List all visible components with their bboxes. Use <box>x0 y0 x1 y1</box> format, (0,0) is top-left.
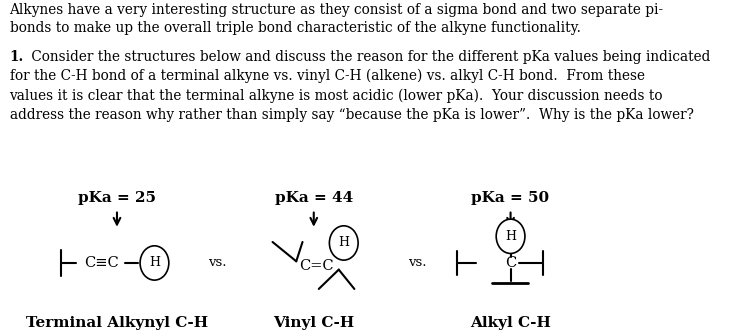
Text: vs.: vs. <box>208 256 226 269</box>
Text: for the C-H bond of a terminal alkyne vs. vinyl C-H (alkene) vs. alkyl C-H bond.: for the C-H bond of a terminal alkyne vs… <box>10 69 644 83</box>
Text: pKa = 25: pKa = 25 <box>78 191 156 205</box>
Ellipse shape <box>496 219 525 253</box>
Text: 1.: 1. <box>10 50 24 64</box>
Text: Terminal Alkynyl C-H: Terminal Alkynyl C-H <box>26 316 208 330</box>
Text: values it is clear that the terminal alkyne is most acidic (lower pKa).  Your di: values it is clear that the terminal alk… <box>10 88 663 103</box>
Ellipse shape <box>329 226 358 260</box>
Text: vs.: vs. <box>408 256 426 269</box>
Text: C=C: C=C <box>299 259 334 273</box>
Text: pKa = 44: pKa = 44 <box>274 191 353 205</box>
Text: C: C <box>505 256 516 270</box>
Text: H: H <box>149 256 160 269</box>
Text: bonds to make up the overall triple bond characteristic of the alkyne functional: bonds to make up the overall triple bond… <box>10 22 581 35</box>
Text: Consider the structures below and discuss the reason for the different pKa value: Consider the structures below and discus… <box>27 50 711 64</box>
Text: C≡C: C≡C <box>84 256 119 270</box>
Text: H: H <box>505 230 516 243</box>
Text: Alkyl C-H: Alkyl C-H <box>470 316 551 330</box>
Text: pKa = 50: pKa = 50 <box>472 191 550 205</box>
Text: H: H <box>338 237 349 249</box>
Text: Alkynes have a very interesting structure as they consist of a sigma bond and tw: Alkynes have a very interesting structur… <box>10 3 663 17</box>
Text: address the reason why rather than simply say “because the pKa is lower”.  Why i: address the reason why rather than simpl… <box>10 108 693 122</box>
Ellipse shape <box>140 246 168 280</box>
Text: Vinyl C-H: Vinyl C-H <box>273 316 354 330</box>
